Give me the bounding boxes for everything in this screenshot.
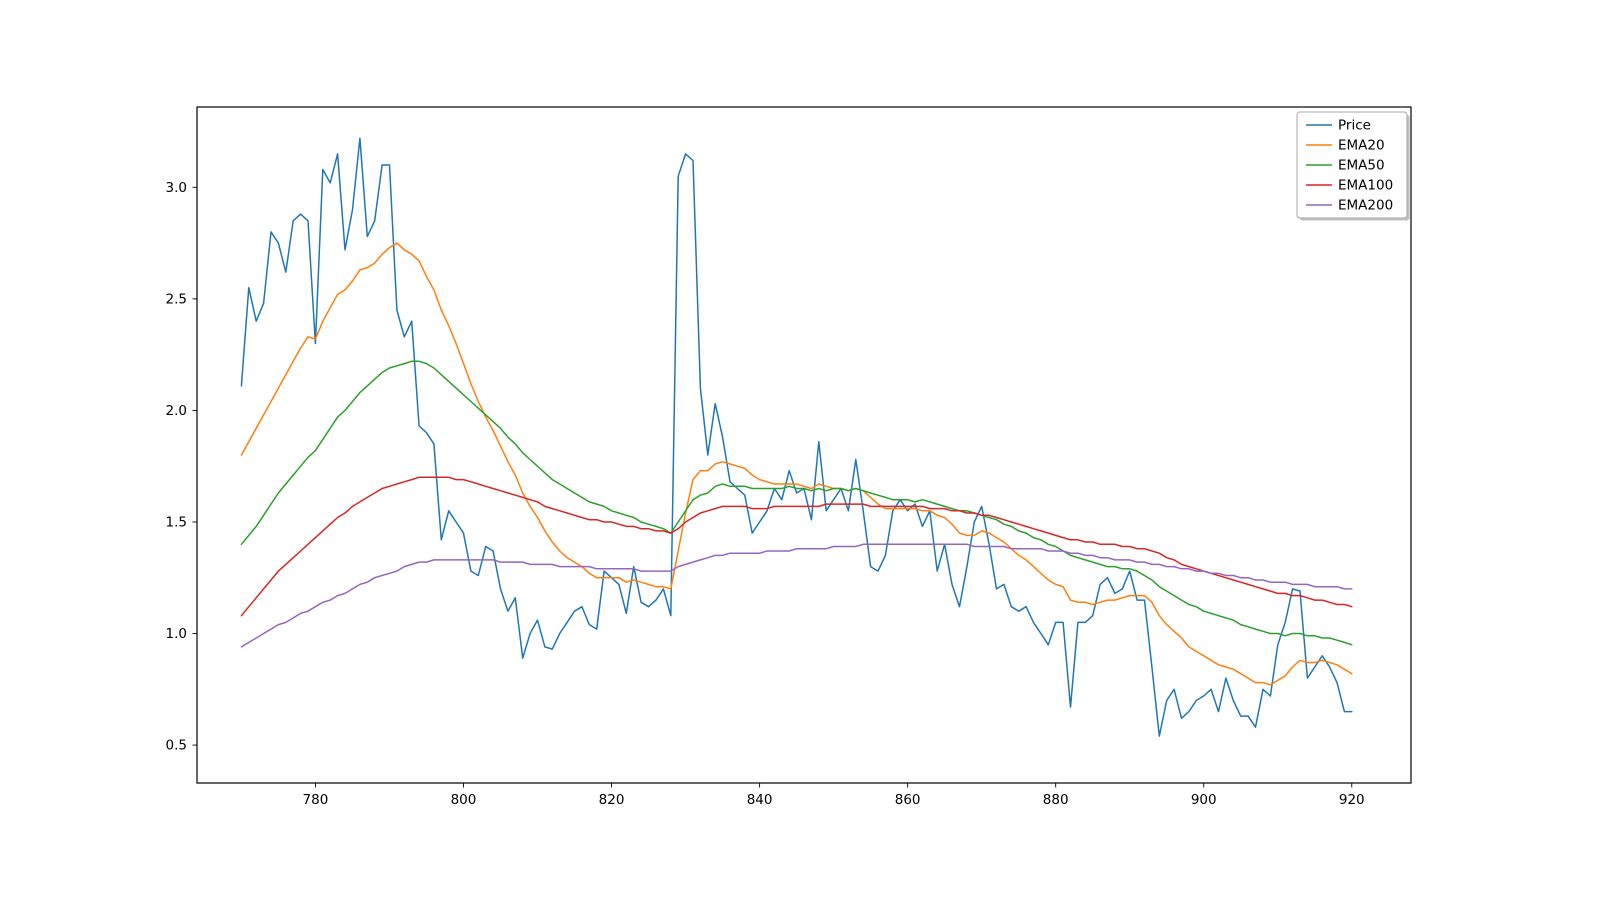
- series-ema50-line: [240, 360, 1353, 646]
- legend-item-ema20: EMA20: [1306, 138, 1385, 154]
- y-tick-label: 1.0: [166, 626, 187, 642]
- x-tick-label: 800: [451, 792, 477, 808]
- legend-item-price: Price: [1306, 118, 1371, 134]
- series-price-line: [240, 137, 1353, 737]
- x-tick-label: 780: [303, 792, 329, 808]
- x-tick-label: 900: [1191, 792, 1217, 808]
- y-tick-label: 2.0: [166, 403, 187, 419]
- series-ema20-line: [240, 242, 1353, 686]
- legend-label: Price: [1338, 118, 1371, 134]
- legend-item-ema100: EMA100: [1306, 178, 1393, 194]
- series-ema200-line: [240, 543, 1353, 648]
- legend-item-ema200: EMA200: [1306, 198, 1393, 214]
- series-ema100-line: [240, 476, 1353, 617]
- legend-label: EMA100: [1338, 178, 1393, 194]
- x-tick-label: 920: [1339, 792, 1365, 808]
- y-tick-label: 1.5: [166, 514, 187, 530]
- x-tick-label: 880: [1043, 792, 1069, 808]
- x-tick-label: 860: [895, 792, 921, 808]
- legend-label: EMA50: [1338, 158, 1385, 174]
- legend-label: EMA200: [1338, 198, 1393, 214]
- y-tick-label: 2.5: [166, 291, 187, 307]
- y-tick-label: 0.5: [166, 738, 187, 754]
- axes-frame: [196, 106, 1412, 784]
- plot-area: [197, 107, 1411, 783]
- legend-label: EMA20: [1338, 138, 1385, 154]
- legend: Price EMA20 EMA50 EMA100 EMA200: [1296, 111, 1410, 221]
- legend-item-ema50: EMA50: [1306, 158, 1385, 174]
- x-tick-label: 820: [599, 792, 625, 808]
- y-tick-label: 3.0: [166, 180, 187, 196]
- legend-box: [1296, 111, 1408, 219]
- x-tick-label: 840: [747, 792, 773, 808]
